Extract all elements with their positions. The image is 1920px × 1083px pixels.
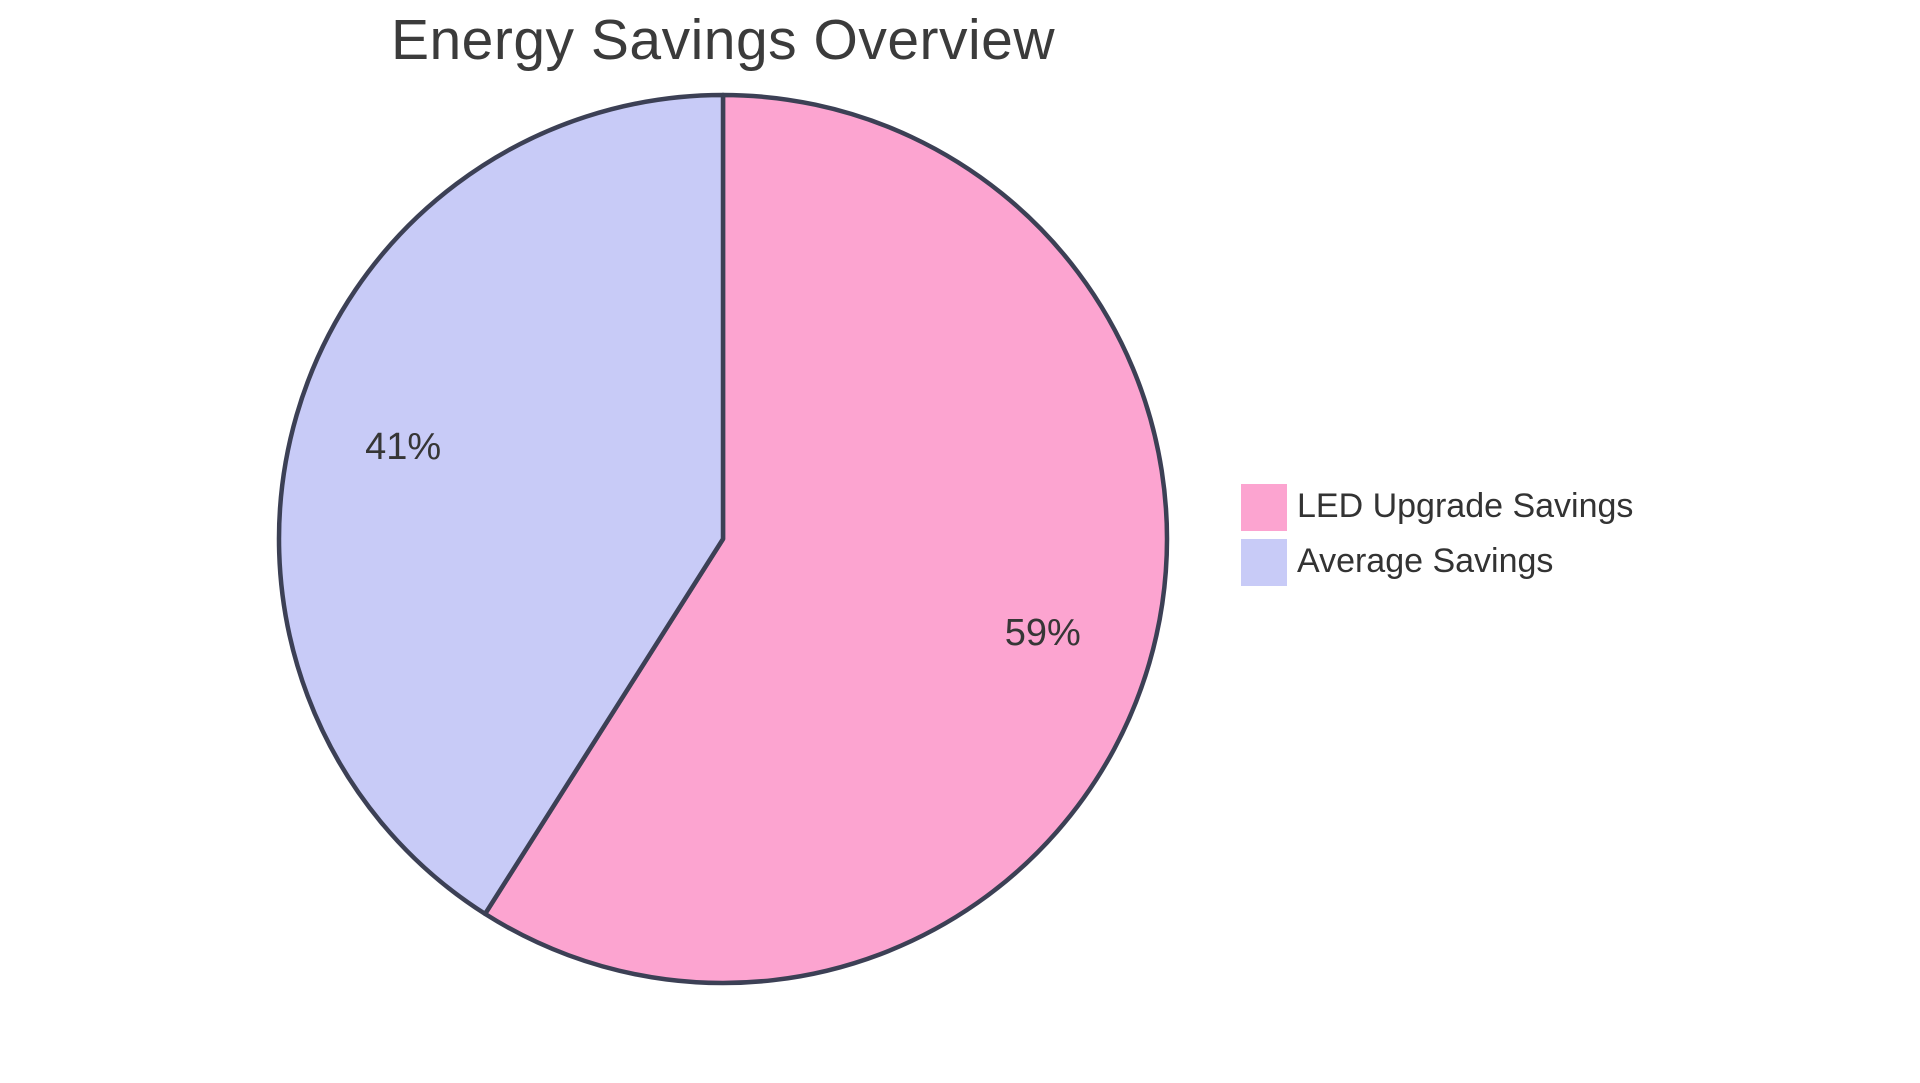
legend-label-led-upgrade-savings: LED Upgrade Savings bbox=[1297, 487, 1634, 525]
legend-swatch-led-upgrade-savings[interactable] bbox=[1241, 484, 1287, 531]
chart-title: Energy Savings Overview bbox=[390, 8, 1056, 72]
pie-percent-label-led-upgrade-savings: 59% bbox=[1005, 612, 1081, 654]
legend-label-average-savings: Average Savings bbox=[1297, 542, 1554, 580]
legend-swatch-average-savings[interactable] bbox=[1241, 539, 1287, 586]
pie-percent-label-average-savings: 41% bbox=[365, 426, 441, 468]
legend-item-led-upgrade-savings[interactable]: LED Upgrade Savings bbox=[1241, 484, 1633, 531]
pie-slice-led-upgrade-savings[interactable] bbox=[482, 92, 1170, 986]
pie-slice-average-savings[interactable] bbox=[276, 92, 726, 917]
legend-item-average-savings[interactable]: Average Savings bbox=[1241, 539, 1633, 586]
legend: LED Upgrade Savings Average Savings bbox=[1241, 484, 1633, 586]
